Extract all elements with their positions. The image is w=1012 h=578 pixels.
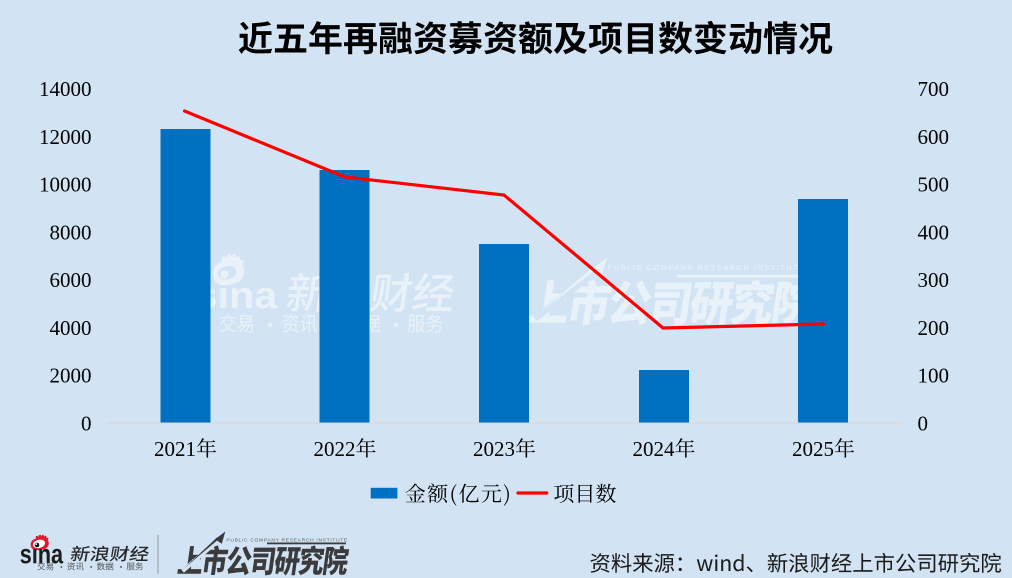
svg-text:10000: 10000 [39, 173, 92, 197]
svg-text:600: 600 [918, 125, 950, 149]
svg-text:0: 0 [918, 411, 929, 435]
svg-text:400: 400 [918, 220, 950, 244]
svg-text:PUBLIC COMPANY RESEARCH INSTIT: PUBLIC COMPANY RESEARCH INSTITUTE [608, 263, 806, 272]
svg-text:2022: 2022 [314, 437, 356, 461]
svg-text:500: 500 [918, 173, 950, 197]
svg-text:6000: 6000 [50, 268, 92, 292]
svg-text:2024: 2024 [633, 437, 676, 461]
svg-text:2023: 2023 [473, 437, 515, 461]
svg-text:2021: 2021 [154, 437, 196, 461]
svg-text:100: 100 [918, 364, 950, 388]
svg-text:700: 700 [918, 77, 950, 101]
svg-text:12000: 12000 [39, 125, 92, 149]
svg-text:0: 0 [81, 411, 92, 435]
svg-text:200: 200 [918, 316, 950, 340]
svg-text:2000: 2000 [50, 364, 92, 388]
svg-text:14000: 14000 [39, 77, 92, 101]
svg-text:2025: 2025 [792, 437, 834, 461]
svg-text:8000: 8000 [50, 220, 92, 244]
svg-text:PUBLIC COMPANY RESEARCH INSTIT: PUBLIC COMPANY RESEARCH INSTITUTE [226, 537, 348, 543]
svg-text:300: 300 [918, 268, 950, 292]
svg-text:4000: 4000 [50, 316, 92, 340]
